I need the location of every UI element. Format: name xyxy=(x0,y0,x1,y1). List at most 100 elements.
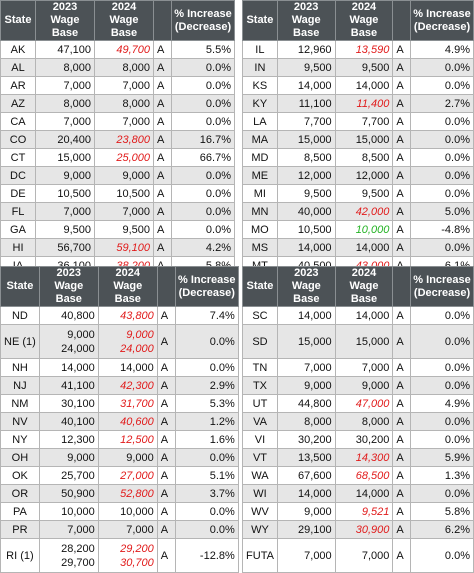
wage-2024-value: 9,000 xyxy=(126,328,154,341)
wage-2024-value: 11,400 xyxy=(356,97,390,110)
wage-2023-cell: 10,500 xyxy=(35,184,95,203)
wage-2023-value: 20,400 xyxy=(57,133,91,146)
header-flag xyxy=(156,266,176,307)
pct-change-cell: 0.0% xyxy=(410,306,474,325)
state-cell: RI (1) xyxy=(0,538,40,573)
wage-2023-value: 9,000 xyxy=(304,505,332,518)
state-cell: VT xyxy=(242,448,278,467)
state-cell: IL xyxy=(242,40,278,59)
header-flag xyxy=(392,0,412,41)
wage-2023-value: 14,000 xyxy=(298,309,332,322)
flag-cell: A xyxy=(392,58,412,77)
table-row: OR 50,900 52,800 A 3.7% xyxy=(0,484,239,503)
wage-2024-cell: 30,900 xyxy=(334,520,394,539)
wage-2024-value: 42,000 xyxy=(355,205,390,218)
table-row: OH 9,000 9,000 A 0.0% xyxy=(0,448,239,467)
header-2024: 2024 Wage Base xyxy=(94,0,154,41)
wage-2023-value: 8,000 xyxy=(63,61,91,74)
pct-change-cell: 5.0% xyxy=(410,202,474,221)
table-row: ND 40,800 43,800 A 7.4% xyxy=(0,306,239,325)
flag-cell: A xyxy=(392,40,412,59)
wage-2023-cell: 14,000 xyxy=(38,358,99,377)
pct-change-cell: 0.0% xyxy=(410,76,474,95)
wage-2023-cell: 25,700 xyxy=(38,466,99,485)
table-row: NJ 41,100 42,300 A 2.9% xyxy=(0,376,239,395)
wage-2023-cell: 14,000 xyxy=(276,76,336,95)
state-cell: NM xyxy=(0,394,40,413)
flag-cell: A xyxy=(156,430,176,449)
state-cell: MS xyxy=(242,238,278,257)
table-row: WY 29,100 30,900 A 6.2% xyxy=(242,520,474,539)
wage-2023-value: 47,100 xyxy=(57,43,91,56)
table-row: AK 47,100 49,700 A 5.5% xyxy=(0,40,235,59)
wage-2024-cell: 10,000 xyxy=(97,502,158,521)
pct-change-cell: 4.2% xyxy=(171,238,235,257)
state-cell: WY xyxy=(242,520,278,539)
pct-change-cell: 0.0% xyxy=(410,184,474,203)
flag-cell: A xyxy=(392,394,412,413)
flag-cell: A xyxy=(392,466,412,485)
state-cell: MN xyxy=(242,202,278,221)
wage-2023-value: 40,000 xyxy=(297,205,332,218)
state-cell: SC xyxy=(242,306,278,325)
wage-2024-value: 68,500 xyxy=(355,469,390,482)
table-row: IL 12,960 13,590 A 4.9% xyxy=(242,40,474,59)
wage-2024-value: 23,800 xyxy=(116,133,150,146)
header-row: State 2023 Wage Base 2024 Wage Base % Incr… xyxy=(242,0,474,41)
wage-2023-value: 15,000 xyxy=(297,133,332,146)
wage-2024-value: 13,590 xyxy=(355,43,390,56)
flag-cell: A xyxy=(156,502,176,521)
state-cell: ND xyxy=(0,306,40,325)
pct-change-cell: 2.9% xyxy=(174,376,239,395)
table-row: TX 9,000 9,000 A 0.0% xyxy=(242,376,474,395)
pct-change-cell: 0.0% xyxy=(171,76,235,95)
wage-2024-cell: 42,300 xyxy=(97,376,158,395)
pct-change-cell: 0.0% xyxy=(174,448,239,467)
table-row: WV 9,000 9,521 A 5.8% xyxy=(242,502,474,521)
wage-2023-cell: 15,000 xyxy=(276,130,336,149)
pct-change-cell: 1.2% xyxy=(174,412,239,431)
wage-2024-value: 10,000 xyxy=(355,223,390,236)
wage-2023-value: 10,000 xyxy=(61,505,95,518)
table-row: AR 7,000 7,000 A 0.0% xyxy=(0,76,235,95)
wage-2024-cell: 30,200 xyxy=(334,430,394,449)
pct-change-cell: 0.0% xyxy=(174,358,239,377)
flag-cell: A xyxy=(153,166,172,185)
wage-2023-value: 9,000 xyxy=(67,328,95,341)
table-row: MI 9,500 9,500 A 0.0% xyxy=(242,184,474,203)
wage-2024-value: 10,000 xyxy=(120,505,154,518)
wage-2024-value: 31,700 xyxy=(120,397,154,410)
table-row: LA 7,700 7,700 A 0.0% xyxy=(242,112,474,131)
flag-cell: A xyxy=(153,94,172,113)
flag-cell: A xyxy=(153,220,172,239)
table-row: PA 10,000 10,000 A 0.0% xyxy=(0,502,239,521)
wage-2024-value: 30,200 xyxy=(355,433,390,446)
header-flag xyxy=(392,266,412,307)
wage-2024-cell: 25,000 xyxy=(94,148,154,167)
wage-2023-value: 28,200 xyxy=(61,542,95,555)
wage-2024-value: 7,700 xyxy=(361,115,390,128)
pct-change-cell: 0.0% xyxy=(410,412,474,431)
wage-2024-value: 30,700 xyxy=(120,556,154,569)
wage-2024-value: 43,800 xyxy=(120,309,154,322)
flag-cell: A xyxy=(392,76,412,95)
table-row: NV 40,100 40,600 A 1.2% xyxy=(0,412,239,431)
state-cell: NY xyxy=(0,430,40,449)
wage-table-2: State 2023 Wage Base 2024 Wage Base % Incr… xyxy=(242,0,474,293)
wage-2024-value: 14,000 xyxy=(120,361,154,374)
pct-change-cell: 0.0% xyxy=(171,112,235,131)
wage-2024-value: 14,000 xyxy=(355,309,390,322)
wage-2023-cell: 9,000 xyxy=(276,376,336,395)
wage-2023-value: 12,300 xyxy=(61,433,95,446)
pct-change-cell: 0.0% xyxy=(410,358,474,377)
flag-cell: A xyxy=(392,538,412,573)
wage-2024-value: 7,000 xyxy=(122,79,150,92)
wage-2023-cell: 9,000 xyxy=(35,166,95,185)
state-cell: KS xyxy=(242,76,278,95)
flag-cell: A xyxy=(392,238,412,257)
pct-change-cell: 0.0% xyxy=(410,484,474,503)
wage-2023-value: 7,000 xyxy=(63,79,91,92)
wage-2024-cell: 10,500 xyxy=(94,184,154,203)
table-row: CA 7,000 7,000 A 0.0% xyxy=(0,112,235,131)
wage-2023-cell: 11,100 xyxy=(276,94,336,113)
